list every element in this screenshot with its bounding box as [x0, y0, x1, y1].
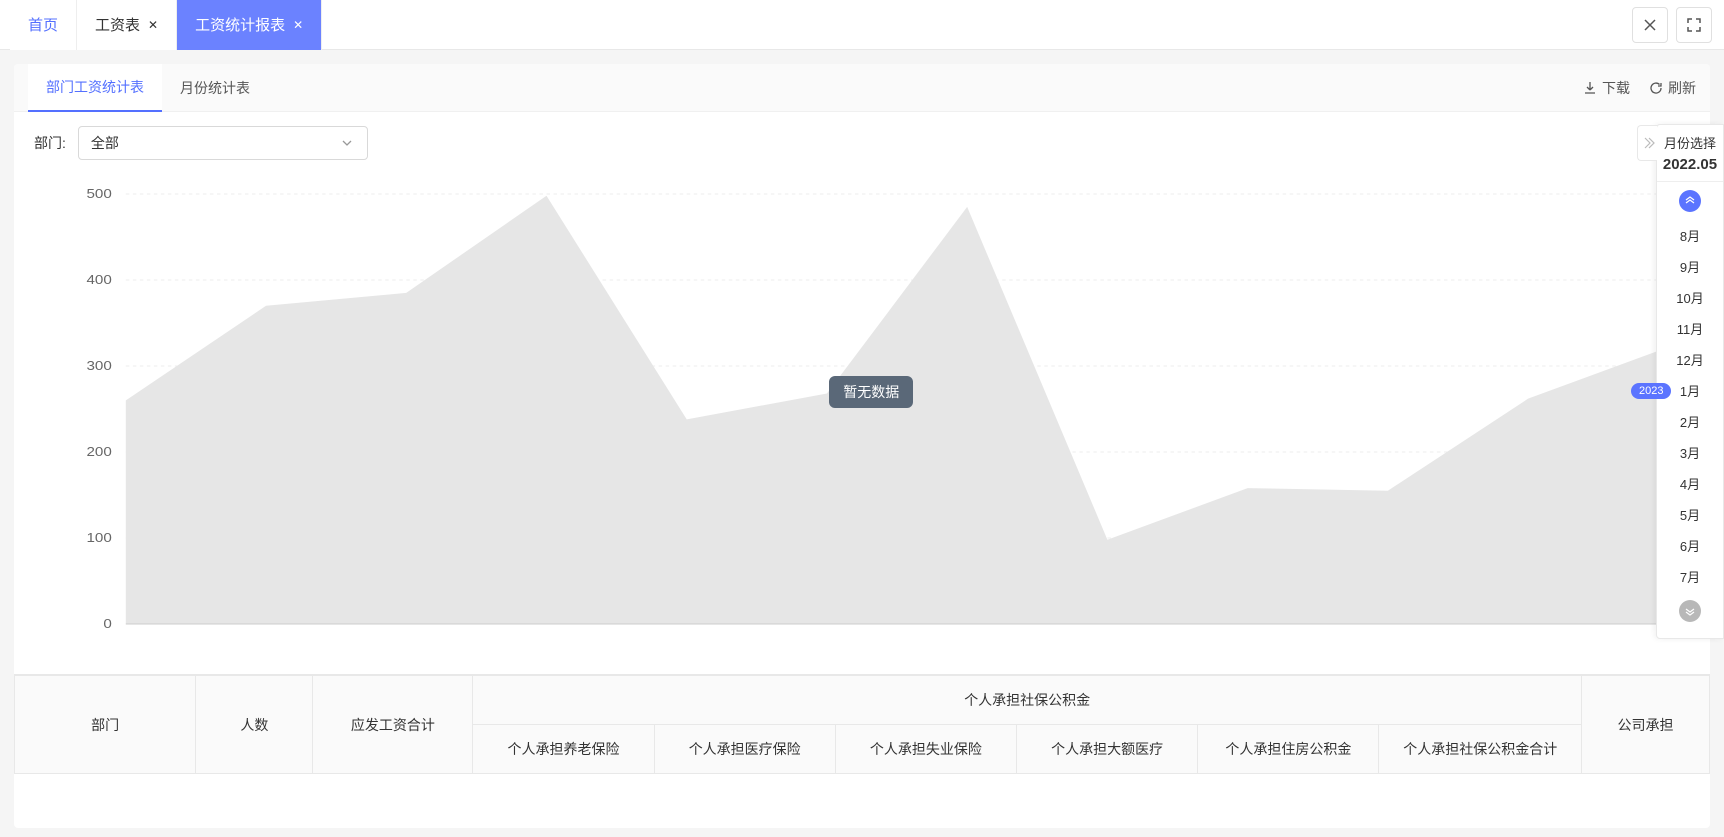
- month-item[interactable]: 12月: [1657, 344, 1723, 375]
- filter-row: 部门: 全部: [14, 112, 1710, 174]
- top-actions: [1632, 7, 1724, 43]
- month-item[interactable]: 3月: [1657, 437, 1723, 468]
- subtab-month-stats-label: 月份统计表: [180, 78, 250, 98]
- tab-salary-report-label: 工资统计报表: [195, 14, 285, 35]
- collapse-button[interactable]: [1637, 125, 1657, 161]
- subtab-dept-stats-label: 部门工资统计表: [46, 77, 144, 97]
- th-count: 人数: [196, 676, 313, 774]
- download-button[interactable]: 下载: [1582, 78, 1630, 98]
- month-selector-title: 月份选择: [1657, 125, 1723, 156]
- tab-salary-sheet[interactable]: 工资表 ✕: [77, 0, 177, 50]
- scroll-down-button[interactable]: [1679, 600, 1701, 622]
- th-pension: 个人承担养老保险: [473, 725, 654, 774]
- month-selector-panel: 月份选择 2022.05 8月9月10月11月12月1月20232月3月4月5月…: [1656, 124, 1724, 639]
- th-dept: 部门: [15, 676, 196, 774]
- sub-actions: 下载 刷新: [1582, 78, 1696, 98]
- th-personal-total: 个人承担社保公积金合计: [1379, 725, 1582, 774]
- chevron-up-icon: [1685, 196, 1695, 206]
- month-item[interactable]: 8月: [1657, 220, 1723, 251]
- th-housing-fund: 个人承担住房公积金: [1198, 725, 1379, 774]
- refresh-button[interactable]: 刷新: [1648, 78, 1696, 98]
- subtab-month-stats[interactable]: 月份统计表: [162, 64, 268, 112]
- month-item[interactable]: 10月: [1657, 282, 1723, 313]
- svg-text:200: 200: [86, 444, 111, 459]
- th-total: 应发工资合计: [313, 676, 473, 774]
- month-item[interactable]: 2月: [1657, 406, 1723, 437]
- month-item[interactable]: 1月2023: [1657, 375, 1723, 406]
- month-item[interactable]: 4月: [1657, 468, 1723, 499]
- svg-text:100: 100: [86, 530, 111, 545]
- th-medical: 个人承担医疗保险: [654, 725, 835, 774]
- th-unemployment: 个人承担失业保险: [835, 725, 1016, 774]
- chevron-down-icon: [339, 135, 355, 151]
- chevron-right-icon: [1640, 135, 1656, 151]
- table-wrap: 部门 人数 应发工资合计 个人承担社保公积金 公司承担 个人承担养老保险 个人承…: [14, 674, 1710, 774]
- tab-salary-sheet-label: 工资表: [95, 14, 140, 35]
- month-selected-value: 2022.05: [1657, 156, 1723, 182]
- month-item[interactable]: 7月: [1657, 561, 1723, 592]
- close-icon[interactable]: ✕: [293, 18, 303, 32]
- content-panel: 部门工资统计表 月份统计表 下载 刷新 部门: 全部 0 100 200 300 400: [14, 64, 1710, 828]
- month-item[interactable]: 11月: [1657, 313, 1723, 344]
- download-icon: [1582, 80, 1598, 96]
- svg-text:400: 400: [86, 272, 111, 287]
- th-personal-group: 个人承担社保公积金: [473, 676, 1582, 725]
- month-item[interactable]: 6月: [1657, 530, 1723, 561]
- download-label: 下载: [1602, 78, 1630, 98]
- sub-tab-bar: 部门工资统计表 月份统计表 下载 刷新: [14, 64, 1710, 112]
- dept-select[interactable]: 全部: [78, 126, 368, 160]
- fullscreen-button[interactable]: [1676, 7, 1712, 43]
- tab-home-label: 首页: [28, 14, 58, 35]
- chevron-down-icon: [1685, 606, 1695, 616]
- close-icon[interactable]: ✕: [148, 18, 158, 32]
- th-company: 公司承担: [1582, 676, 1710, 774]
- dept-select-value: 全部: [91, 133, 119, 153]
- month-item[interactable]: 5月: [1657, 499, 1723, 530]
- year-chip: 2023: [1631, 383, 1671, 399]
- expand-icon: [1686, 17, 1702, 33]
- svg-text:300: 300: [86, 358, 111, 373]
- table-header-row-1: 部门 人数 应发工资合计 个人承担社保公积金 公司承担: [15, 676, 1710, 725]
- dept-filter-label: 部门:: [34, 133, 66, 153]
- month-item[interactable]: 9月: [1657, 251, 1723, 282]
- scroll-up-button[interactable]: [1679, 190, 1701, 212]
- close-all-button[interactable]: [1632, 7, 1668, 43]
- subtab-dept-stats[interactable]: 部门工资统计表: [28, 64, 162, 112]
- salary-table: 部门 人数 应发工资合计 个人承担社保公积金 公司承担 个人承担养老保险 个人承…: [14, 675, 1710, 774]
- top-tab-bar: 首页 工资表 ✕ 工资统计报表 ✕: [0, 0, 1724, 50]
- tab-salary-report[interactable]: 工资统计报表 ✕: [177, 0, 322, 50]
- x-icon: [1642, 17, 1658, 33]
- chart-area: 0100200300400500 暂无数据: [44, 174, 1680, 654]
- refresh-label: 刷新: [1668, 78, 1696, 98]
- th-major-medical: 个人承担大额医疗: [1017, 725, 1198, 774]
- svg-text:500: 500: [86, 186, 111, 201]
- svg-text:0: 0: [103, 616, 112, 631]
- tab-home[interactable]: 首页: [10, 0, 77, 50]
- month-list: 8月9月10月11月12月1月20232月3月4月5月6月7月: [1657, 220, 1723, 592]
- refresh-icon: [1648, 80, 1664, 96]
